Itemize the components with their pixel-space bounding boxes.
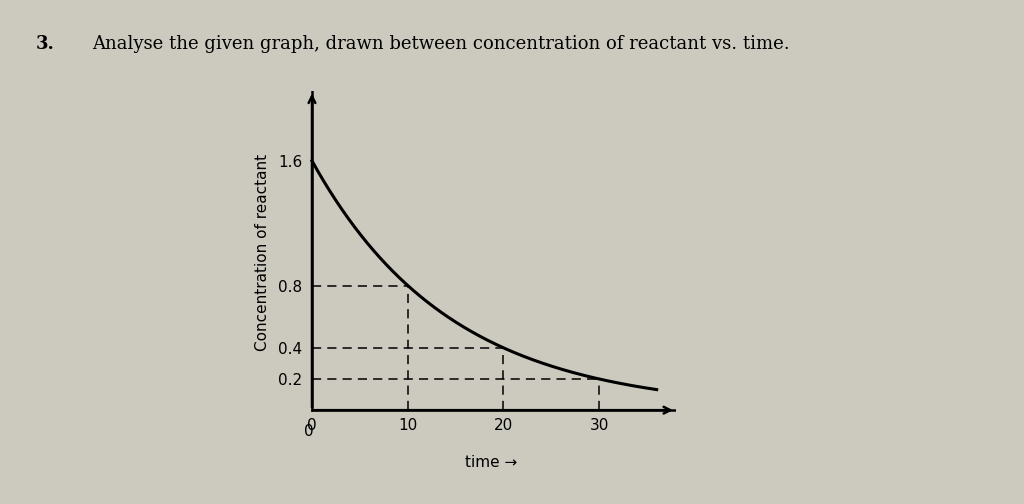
Text: 3.: 3. <box>36 35 54 53</box>
Text: Analyse the given graph, drawn between concentration of reactant vs. time.: Analyse the given graph, drawn between c… <box>92 35 790 53</box>
Text: 0: 0 <box>304 424 314 439</box>
Y-axis label: Concentration of reactant: Concentration of reactant <box>255 153 269 351</box>
Text: time →: time → <box>465 455 518 470</box>
